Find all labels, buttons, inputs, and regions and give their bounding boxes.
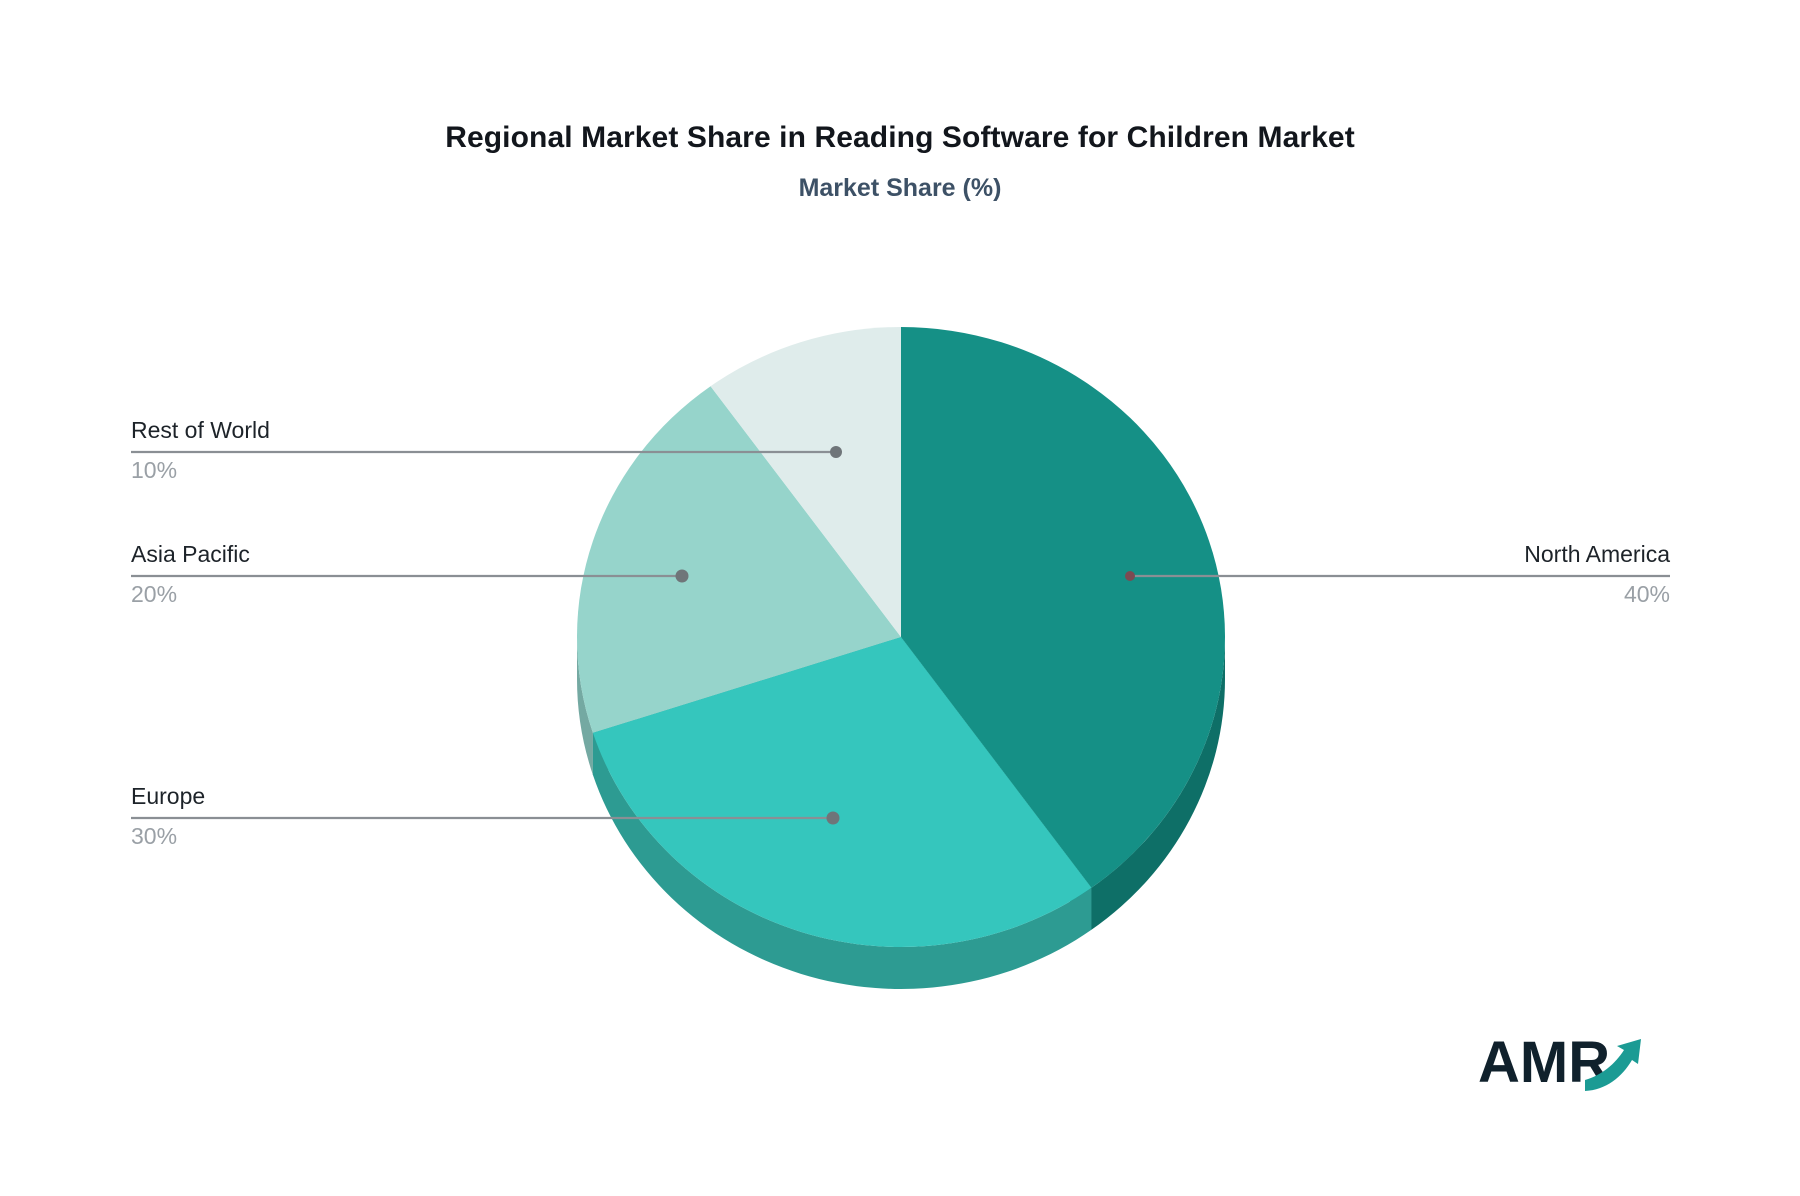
leader-line-north-america — [1125, 571, 1670, 581]
pie-side-wall-europe — [592, 732, 1092, 989]
callout-label-north-america: North America — [1524, 541, 1670, 567]
pie-side-wall-asia-pacific — [577, 637, 593, 775]
leader-marker-europe — [826, 811, 840, 825]
callout-north-america: North America 40% — [1338, 539, 1670, 609]
callout-value-europe: 30% — [131, 823, 178, 849]
callout-label-rest-of-world: Rest of World — [131, 417, 270, 443]
amr-logo: AMR — [1478, 1030, 1663, 1100]
leader-marker-rest-of-world — [830, 446, 842, 458]
leader-marker-asia-pacific — [675, 569, 689, 583]
title-block: Regional Market Share in Reading Softwar… — [0, 118, 1800, 207]
pie-slice-asia-pacific[interactable] — [576, 386, 901, 733]
chart-subtitle: Market Share (%) — [798, 174, 1002, 202]
trending-up-arrow-icon — [1585, 1039, 1641, 1091]
callout-value-asia-pacific: 20% — [131, 581, 178, 607]
callout-value-rest-of-world: 10% — [131, 457, 178, 483]
leader-line-rest-of-world — [131, 446, 842, 458]
callout-label-asia-pacific: Asia Pacific — [131, 541, 250, 567]
leader-marker-north-america — [1125, 571, 1135, 581]
callout-asia-pacific: Asia Pacific 20% — [131, 539, 461, 609]
pie-top-faces — [576, 327, 1225, 947]
leader-line-asia-pacific — [131, 569, 689, 583]
pie-slice-north-america[interactable] — [901, 327, 1225, 888]
callout-rest-of-world: Rest of World 10% — [131, 415, 461, 485]
callout-value-north-america: 40% — [1623, 581, 1670, 607]
pie-slice-europe[interactable] — [592, 637, 1092, 947]
leader-lines — [131, 446, 1670, 825]
pie-slice-rest-of-world[interactable] — [710, 327, 901, 637]
leader-line-europe — [131, 811, 840, 825]
callout-label-europe: Europe — [131, 783, 206, 809]
chart-title: Regional Market Share in Reading Softwar… — [445, 121, 1355, 154]
callout-europe: Europe 30% — [131, 781, 461, 851]
pie-side-wall-north-america — [1091, 637, 1225, 930]
